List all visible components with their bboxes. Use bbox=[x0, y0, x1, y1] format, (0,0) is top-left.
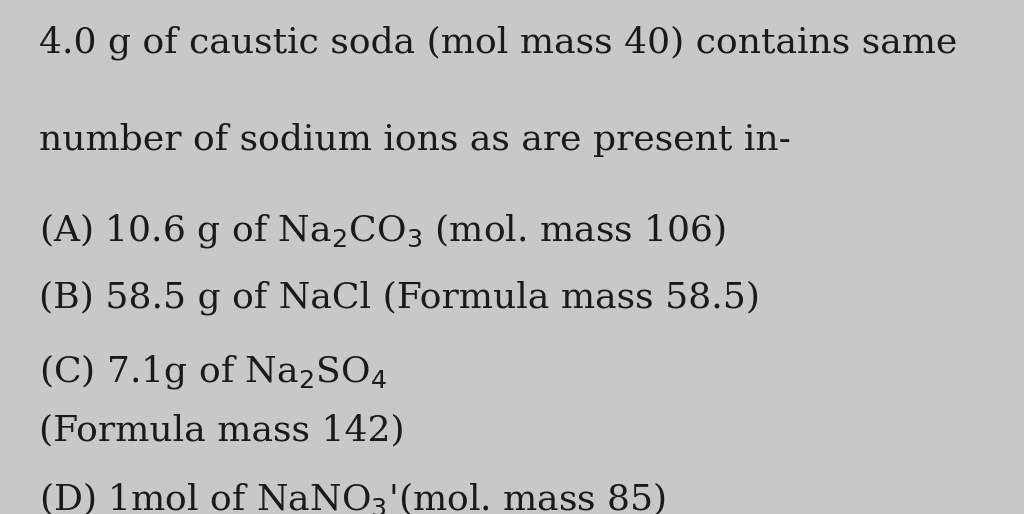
Text: (D) 1mol of NaNO$_3$'(mol. mass 85): (D) 1mol of NaNO$_3$'(mol. mass 85) bbox=[39, 481, 666, 514]
Text: (B) 58.5 g of NaCl (Formula mass 58.5): (B) 58.5 g of NaCl (Formula mass 58.5) bbox=[39, 280, 760, 315]
Text: (Formula mass 142): (Formula mass 142) bbox=[39, 414, 404, 448]
Text: (C) 7.1g of Na$_2$SO$_4$: (C) 7.1g of Na$_2$SO$_4$ bbox=[39, 352, 387, 391]
Text: 4.0 g of caustic soda (mol mass 40) contains same: 4.0 g of caustic soda (mol mass 40) cont… bbox=[39, 26, 957, 60]
Text: (A) 10.6 g of Na$_2$CO$_3$ (mol. mass 106): (A) 10.6 g of Na$_2$CO$_3$ (mol. mass 10… bbox=[39, 211, 726, 250]
Text: number of sodium ions as are present in-: number of sodium ions as are present in- bbox=[39, 123, 791, 157]
